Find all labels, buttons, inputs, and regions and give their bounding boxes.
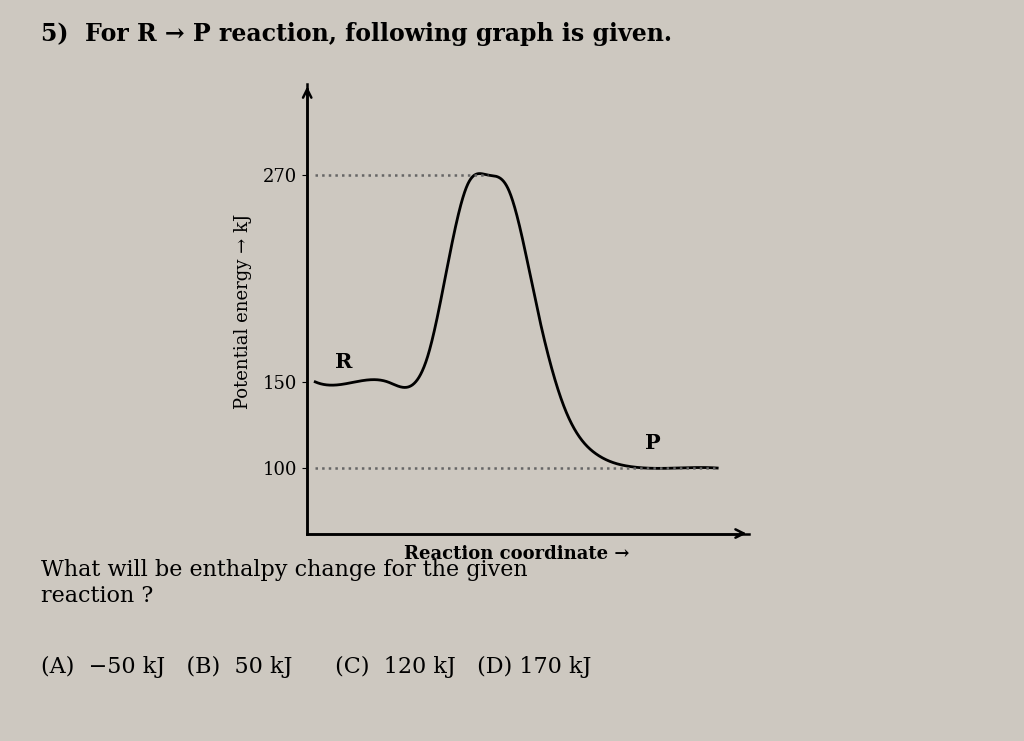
Text: R: R [335, 352, 352, 372]
Y-axis label: Potential energy → kJ: Potential energy → kJ [233, 213, 252, 409]
Text: 5)  For R → P reaction, following graph is given.: 5) For R → P reaction, following graph i… [41, 22, 672, 46]
Text: (A)  −50 kJ   (B)  50 kJ      (C)  120 kJ   (D) 170 kJ: (A) −50 kJ (B) 50 kJ (C) 120 kJ (D) 170 … [41, 656, 591, 678]
Text: P: P [645, 433, 660, 453]
Text: What will be enthalpy change for the given
reaction ?: What will be enthalpy change for the giv… [41, 559, 527, 607]
Text: Reaction coordinate →: Reaction coordinate → [404, 545, 630, 562]
